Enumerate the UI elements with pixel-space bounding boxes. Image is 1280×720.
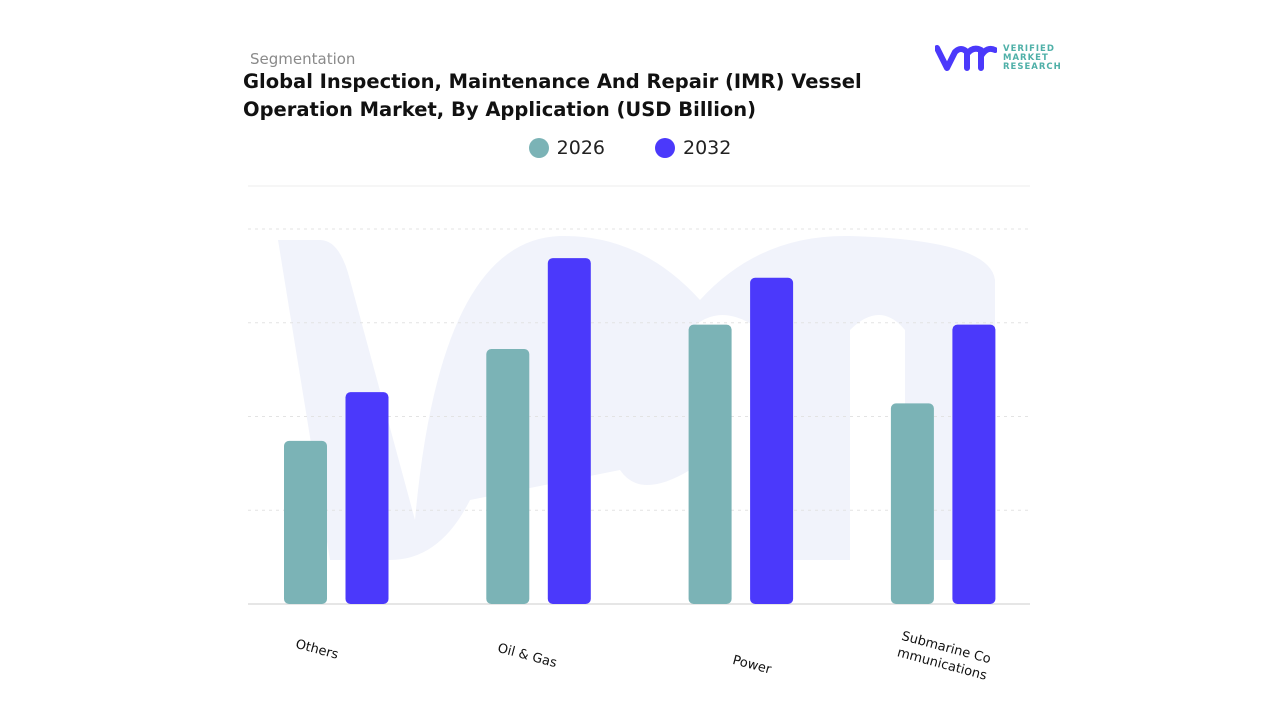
watermark-logo bbox=[278, 235, 995, 561]
logo: VERIFIED MARKET RESEARCH bbox=[935, 44, 1062, 72]
bar-2032-2 bbox=[750, 277, 794, 604]
legend-label-2026: 2026 bbox=[556, 137, 605, 159]
bar-2026-0 bbox=[284, 440, 327, 604]
legend-item-2032: 2032 bbox=[655, 137, 731, 159]
logo-line2: MARKET bbox=[1003, 52, 1049, 63]
legend: 2026 2032 bbox=[0, 137, 1280, 159]
bar-2026-2 bbox=[688, 324, 732, 604]
logo-line3: RESEARCH bbox=[1003, 61, 1062, 72]
chart-title: Global Inspection, Maintenance And Repai… bbox=[243, 70, 862, 121]
legend-label-2032: 2032 bbox=[683, 137, 732, 159]
vmr-logo-icon bbox=[935, 45, 997, 71]
bar-2032-1 bbox=[547, 258, 591, 604]
bar-2026-1 bbox=[486, 349, 530, 604]
segment-label: Segmentation bbox=[250, 50, 356, 68]
bar-2032-3 bbox=[952, 324, 996, 604]
bar-2026-3 bbox=[890, 403, 934, 604]
legend-item-2026: 2026 bbox=[528, 137, 605, 159]
legend-swatch-2026 bbox=[528, 138, 549, 158]
legend-swatch-2032 bbox=[655, 138, 675, 158]
logo-line1: VERIFIED bbox=[1003, 43, 1055, 54]
bar-2032-0 bbox=[345, 392, 389, 604]
